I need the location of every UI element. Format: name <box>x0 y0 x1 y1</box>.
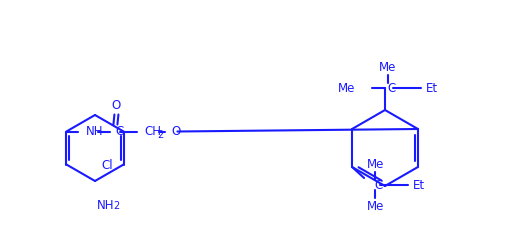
Text: C: C <box>116 125 124 138</box>
Text: O: O <box>112 99 121 112</box>
Text: Et: Et <box>413 179 425 191</box>
Text: C: C <box>387 81 395 95</box>
Text: 2: 2 <box>157 129 164 139</box>
Text: Et: Et <box>426 81 438 95</box>
Text: CH: CH <box>144 125 161 138</box>
Text: C: C <box>374 179 382 191</box>
Text: Me: Me <box>367 199 384 212</box>
Text: NH: NH <box>85 125 103 138</box>
Text: Me: Me <box>379 61 396 73</box>
Text: Me: Me <box>367 158 384 171</box>
Text: Me: Me <box>338 81 355 95</box>
Text: 2: 2 <box>113 201 119 211</box>
Text: Cl: Cl <box>101 159 113 172</box>
Text: O: O <box>171 125 180 138</box>
Text: NH: NH <box>97 199 115 212</box>
